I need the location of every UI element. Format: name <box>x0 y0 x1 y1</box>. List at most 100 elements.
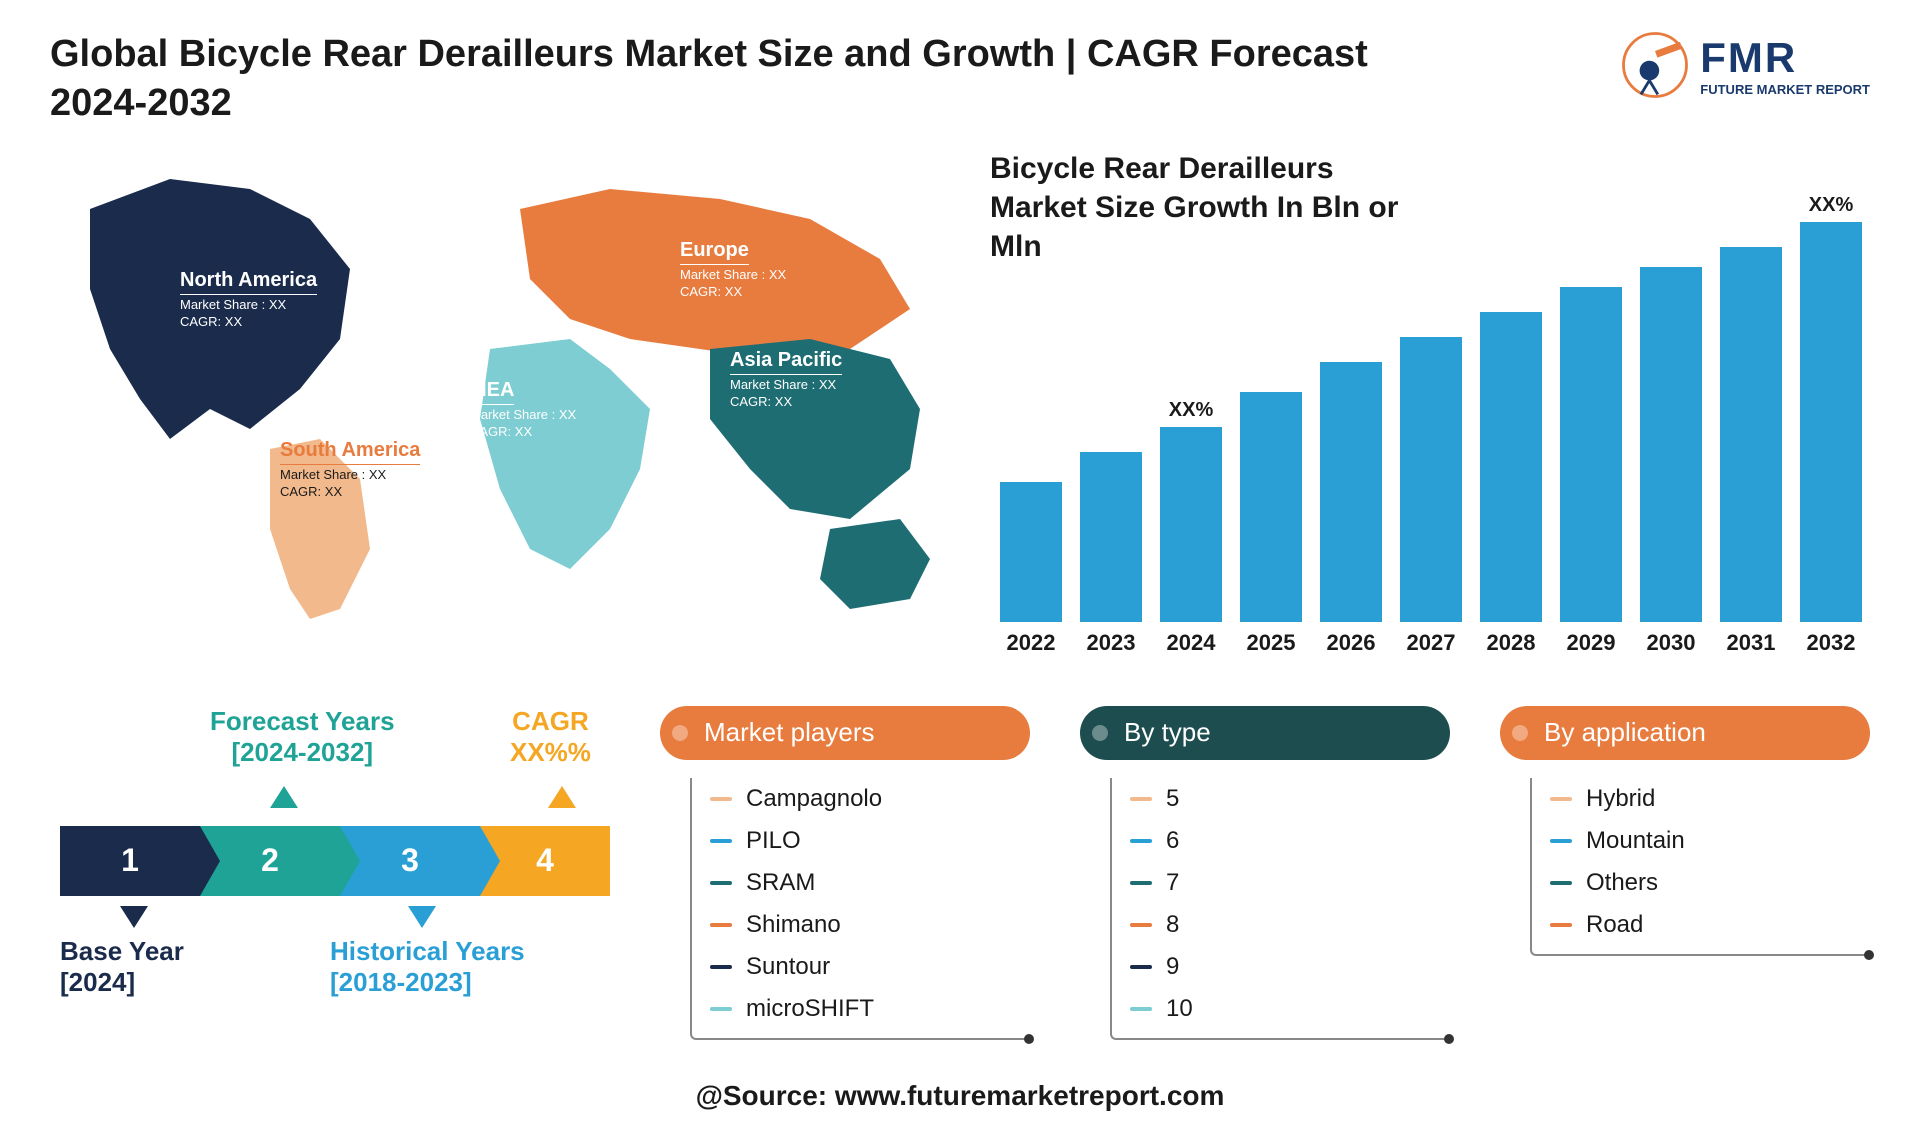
source-credit: @Source: www.futuremarketreport.com <box>50 1080 1870 1112</box>
list-item-label: PILO <box>746 827 801 855</box>
list-item-label: Hybrid <box>1586 785 1655 813</box>
bar-year-label: 2027 <box>1407 630 1456 656</box>
bar-year-label: 2022 <box>1007 630 1056 656</box>
tick-icon <box>1550 839 1572 843</box>
pill-header-app: By application <box>1500 706 1870 760</box>
list-item-label: 6 <box>1166 827 1179 855</box>
pointer-up-icon <box>270 786 298 808</box>
logo: FMR FUTURE MARKET REPORT <box>1620 30 1870 100</box>
page-title: Global Bicycle Rear Derailleurs Market S… <box>50 30 1450 129</box>
bar <box>1720 247 1782 622</box>
growth-chart: Bicycle Rear Derailleurs Market Size Gro… <box>990 149 1870 656</box>
timeline-bar: 1 2 3 4 <box>60 826 610 896</box>
dot-icon <box>1512 725 1528 741</box>
type-list: 5 6 7 8 9 10 <box>1110 778 1450 1040</box>
bar <box>1240 392 1302 622</box>
forecast-label: Forecast Years [2024-2032] <box>210 706 395 768</box>
bar-annotation: XX% <box>1809 194 1853 217</box>
region-mea <box>480 339 650 569</box>
pill-header-players: Market players <box>660 706 1030 760</box>
list-item: 8 <box>1112 904 1450 946</box>
app-list: HybridMountainOthersRoad <box>1530 778 1870 956</box>
tick-icon <box>1130 881 1152 885</box>
list-item: SRAM <box>692 862 1030 904</box>
logo-text: FMR <box>1700 34 1870 82</box>
bar-year-label: 2024 <box>1167 630 1216 656</box>
list-item: 5 <box>1112 778 1450 820</box>
bar-year-label: 2023 <box>1087 630 1136 656</box>
tick-icon <box>710 923 732 927</box>
bar-col: 2022 <box>1000 482 1062 656</box>
bar: XX% <box>1800 222 1862 622</box>
list-item: microSHIFT <box>692 988 1030 1030</box>
tick-icon <box>1130 965 1152 969</box>
pointer-up-icon <box>548 786 576 808</box>
timeline-seg-1: 1 <box>60 826 200 896</box>
tick-icon <box>1130 923 1152 927</box>
bar <box>1560 287 1622 622</box>
list-item-label: 7 <box>1166 869 1179 897</box>
bar-col: 2028 <box>1480 312 1542 656</box>
bar-col: 2029 <box>1560 287 1622 656</box>
bar-col: XX% 2024 <box>1160 427 1222 656</box>
header: Global Bicycle Rear Derailleurs Market S… <box>50 30 1870 129</box>
bar-year-label: 2032 <box>1807 630 1856 656</box>
chart-title: Bicycle Rear Derailleurs Market Size Gro… <box>990 149 1410 266</box>
list-item-label: 5 <box>1166 785 1179 813</box>
tick-icon <box>710 839 732 843</box>
bar <box>1080 452 1142 622</box>
bar-year-label: 2030 <box>1647 630 1696 656</box>
bar-col: 2023 <box>1080 452 1142 656</box>
label-asia-pacific: Asia Pacific Market Share : XX CAGR: XX <box>730 349 842 409</box>
tick-icon <box>1550 797 1572 801</box>
telescope-icon <box>1620 30 1690 100</box>
bar <box>1480 312 1542 622</box>
tick-icon <box>1130 1007 1152 1011</box>
label-south-america: South America Market Share : XX CAGR: XX <box>280 439 420 499</box>
bar-col: 2026 <box>1320 362 1382 656</box>
list-item: 9 <box>1112 946 1450 988</box>
dot-icon <box>1092 725 1108 741</box>
list-item-label: Road <box>1586 911 1643 939</box>
timeline: Forecast Years [2024-2032] CAGR XX%% 1 2… <box>50 706 630 1006</box>
label-north-america: North America Market Share : XX CAGR: XX <box>180 269 317 329</box>
list-item: 6 <box>1112 820 1450 862</box>
list-item-label: Shimano <box>746 911 841 939</box>
list-item: Campagnolo <box>692 778 1030 820</box>
label-europe: Europe Market Share : XX CAGR: XX <box>680 239 786 299</box>
historical-label: Historical Years [2018-2023] <box>330 936 525 998</box>
timeline-seg-3: 3 <box>340 826 480 896</box>
list-item-label: microSHIFT <box>746 995 874 1023</box>
players-list: Campagnolo PILO SRAM Shimano Suntour microSHI… <box>690 778 1030 1040</box>
tick-icon <box>710 1007 732 1011</box>
list-item-label: Suntour <box>746 953 830 981</box>
bar-annotation: XX% <box>1169 399 1213 422</box>
list-item-label: 9 <box>1166 953 1179 981</box>
list-item: PILO <box>692 820 1030 862</box>
bar-year-label: 2026 <box>1327 630 1376 656</box>
list-item-label: SRAM <box>746 869 815 897</box>
tick-icon <box>710 797 732 801</box>
region-australia <box>820 519 930 609</box>
bar <box>1400 337 1462 622</box>
logo-subtext: FUTURE MARKET REPORT <box>1700 82 1870 97</box>
list-item: Road <box>1532 904 1870 946</box>
list-item: Suntour <box>692 946 1030 988</box>
tick-icon <box>1550 923 1572 927</box>
world-map: North America Market Share : XX CAGR: XX… <box>50 149 950 629</box>
pointer-down-icon <box>408 906 436 928</box>
bar: XX% <box>1160 427 1222 622</box>
bar-col: XX% 2032 <box>1800 222 1862 656</box>
base-year-label: Base Year [2024] <box>60 936 184 998</box>
list-item-label: Others <box>1586 869 1658 897</box>
list-item-label: 10 <box>1166 995 1193 1023</box>
bar <box>1000 482 1062 622</box>
label-mea: MEA Market Share : XX CAGR: XX <box>470 379 576 439</box>
tick-icon <box>1130 797 1152 801</box>
pill-header-type: By type <box>1080 706 1450 760</box>
dot-icon <box>672 725 688 741</box>
tick-icon <box>1130 839 1152 843</box>
bar-year-label: 2029 <box>1567 630 1616 656</box>
bar-year-label: 2031 <box>1727 630 1776 656</box>
cagr-label: CAGR XX%% <box>510 706 591 768</box>
